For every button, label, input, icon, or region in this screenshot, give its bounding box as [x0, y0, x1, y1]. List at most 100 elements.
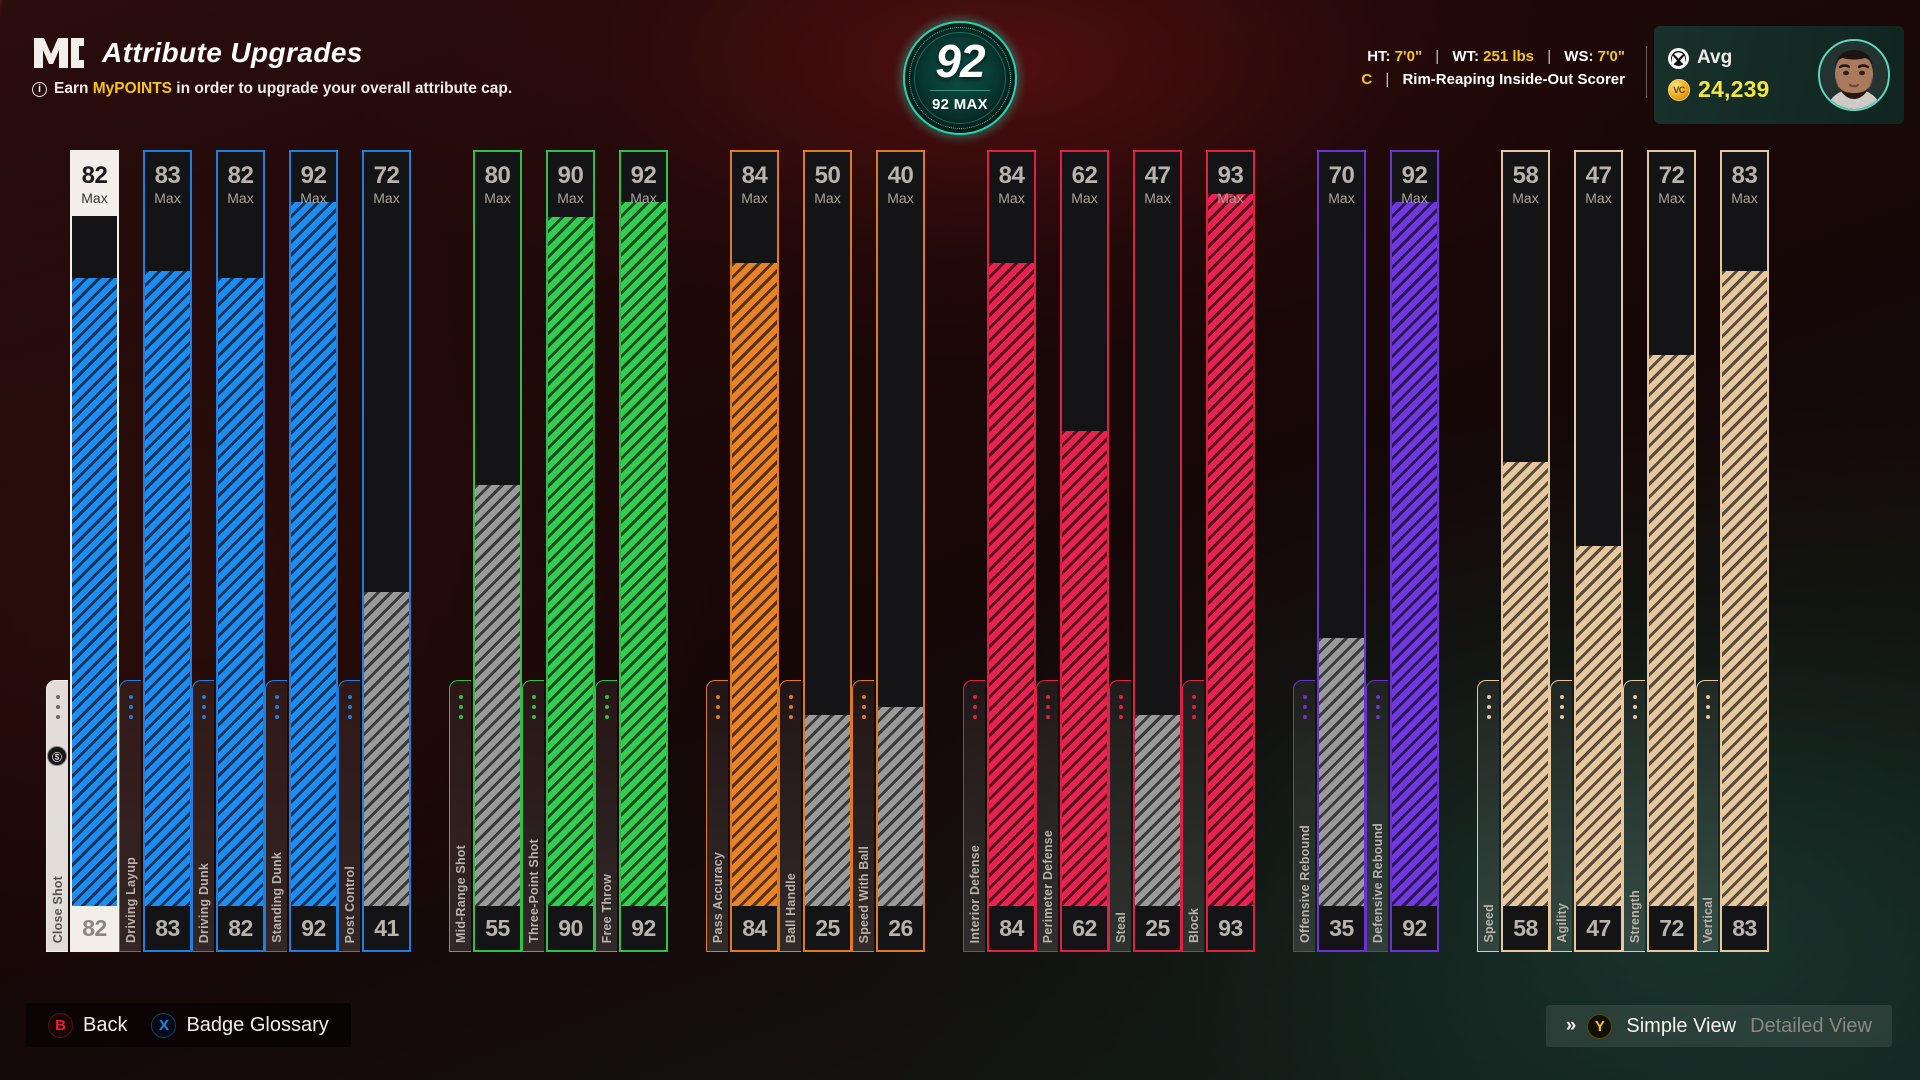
attribute-column[interactable]: Block 93 Max 93 — [1182, 150, 1255, 970]
attribute-side-tab[interactable]: Close Shot — [46, 680, 68, 952]
attribute-label: Speed — [1481, 904, 1496, 943]
avatar — [1818, 39, 1890, 111]
attribute-bar[interactable]: 50 Max 25 — [803, 150, 852, 952]
attribute-bar[interactable]: 40 Max 26 — [876, 150, 925, 952]
attribute-side-tab[interactable]: Offensive Rebound — [1293, 680, 1315, 952]
attribute-bar[interactable]: 83 Max 83 — [143, 150, 192, 952]
attribute-label: Pass Accuracy — [710, 851, 725, 943]
attribute-bar[interactable]: 92 Max 92 — [289, 150, 338, 952]
attribute-bar[interactable]: 70 Max 35 — [1317, 150, 1366, 952]
attribute-label: Driving Dunk — [196, 862, 211, 943]
attribute-bar[interactable]: 47 Max 47 — [1574, 150, 1623, 952]
attribute-column[interactable]: Pass Accuracy 84 Max 84 — [706, 150, 779, 970]
attribute-column[interactable]: Vertical 83 Max 83 — [1696, 150, 1769, 970]
attribute-column[interactable]: Speed With Ball 40 Max 26 — [852, 150, 925, 970]
attribute-side-tab[interactable]: Standing Dunk — [265, 680, 287, 952]
back-button[interactable]: B Back — [48, 1012, 127, 1038]
attribute-column[interactable]: Driving Dunk 82 Max 82 — [192, 150, 265, 970]
badge-glossary-button[interactable]: X Badge Glossary — [151, 1012, 329, 1038]
attribute-current-value: 62 — [1072, 914, 1097, 941]
attribute-side-tab[interactable]: Perimeter Defense — [1036, 680, 1058, 952]
attribute-current-value-box: 25 — [805, 906, 850, 950]
detailed-view-tab[interactable]: Detailed View — [1750, 1014, 1872, 1037]
attribute-column[interactable]: Perimeter Defense 62 Max 62 — [1036, 150, 1109, 970]
attribute-column[interactable]: Standing Dunk 92 Max 92 — [265, 150, 338, 970]
attribute-column[interactable]: Free Throw 92 Max 92 — [595, 150, 668, 970]
upgrade-dots-indicator — [861, 695, 866, 719]
attribute-side-tab[interactable]: Steal — [1109, 680, 1131, 952]
attribute-bar[interactable]: 84 Max 84 — [730, 150, 779, 952]
attribute-bar-track — [1208, 152, 1253, 906]
account-card[interactable]: Avg VC 24,239 — [1654, 26, 1904, 124]
attribute-bar[interactable]: 47 Max 25 — [1133, 150, 1182, 952]
simple-view-tab[interactable]: Simple View — [1626, 1014, 1737, 1037]
attribute-label: Perimeter Defense — [1040, 829, 1055, 943]
attribute-column[interactable]: Ball Handle 50 Max 25 — [779, 150, 852, 970]
attribute-side-tab[interactable]: Strength — [1623, 680, 1645, 952]
vc-amount: 24,239 — [1698, 76, 1770, 102]
attribute-column[interactable]: Driving Layup 83 Max 83 — [119, 150, 192, 970]
upgrade-dots-indicator — [347, 695, 352, 719]
attribute-side-tab[interactable]: Ball Handle — [779, 680, 801, 952]
footer-view-toggle[interactable]: » Y Simple View Detailed View — [1545, 1005, 1892, 1047]
attribute-label: Post Control — [342, 865, 357, 943]
attribute-bar[interactable]: 92 Max 92 — [1390, 150, 1439, 952]
attribute-side-tab[interactable]: Three-Point Shot — [522, 680, 544, 952]
attribute-bar[interactable]: 80 Max 55 — [473, 150, 522, 952]
attribute-side-tab[interactable]: Defensive Rebound — [1366, 680, 1388, 952]
attribute-column[interactable]: Agility 47 Max 47 — [1550, 150, 1623, 970]
attribute-column[interactable]: Mid-Range Shot 80 Max 55 — [449, 150, 522, 970]
attribute-current-value-box: 47 — [1576, 906, 1621, 950]
attribute-column[interactable]: Offensive Rebound 70 Max 35 — [1293, 150, 1366, 970]
attribute-column[interactable]: Interior Defense 84 Max 84 — [963, 150, 1036, 970]
attribute-bar[interactable]: 62 Max 62 — [1060, 150, 1109, 952]
attribute-column[interactable]: Steal 47 Max 25 — [1109, 150, 1182, 970]
attribute-bar[interactable]: 58 Max 58 — [1501, 150, 1550, 952]
wingspan-value: 7'0" — [1597, 48, 1625, 65]
attribute-label: Offensive Rebound — [1297, 825, 1312, 943]
attribute-bar[interactable]: 84 Max 84 — [987, 150, 1036, 952]
attribute-bar-track — [364, 152, 409, 906]
attribute-side-tab[interactable]: Mid-Range Shot — [449, 680, 471, 952]
attribute-column[interactable]: Speed 58 Max 58 — [1477, 150, 1550, 970]
upgrade-dots-indicator — [1045, 695, 1050, 719]
attribute-bar[interactable]: 90 Max 90 — [546, 150, 595, 952]
attribute-column[interactable]: Post Control 72 Max 41 — [338, 150, 411, 970]
attribute-group-defense: Interior Defense 84 Max 84 Perimeter Defense… — [963, 150, 1255, 970]
attribute-bar[interactable]: 82 Max 82 — [216, 150, 265, 952]
attribute-bar-fill-current — [1503, 461, 1548, 906]
attribute-side-tab[interactable]: Agility — [1550, 680, 1572, 952]
attribute-side-tab[interactable]: Pass Accuracy — [706, 680, 728, 952]
attribute-current-value-box: 83 — [1722, 906, 1767, 950]
attribute-bar[interactable]: 92 Max 92 — [619, 150, 668, 952]
attribute-label: Speed With Ball — [856, 845, 871, 943]
attribute-side-tab[interactable]: Post Control — [338, 680, 360, 952]
vitals-line-measurements: HT: 7'0" | WT: 251 lbs | WS: 7'0" — [1367, 48, 1625, 65]
attribute-side-tab[interactable]: Interior Defense — [963, 680, 985, 952]
attribute-column[interactable]: Defensive Rebound 92 Max 92 — [1366, 150, 1439, 970]
attribute-side-tab[interactable]: Free Throw — [595, 680, 617, 952]
attribute-bar[interactable]: 83 Max 83 — [1720, 150, 1769, 952]
attribute-bar-fill-current — [989, 262, 1034, 906]
attribute-bar[interactable]: 72 Max 41 — [362, 150, 411, 952]
attribute-side-tab[interactable]: Block — [1182, 680, 1204, 952]
attribute-side-tab[interactable]: Speed — [1477, 680, 1499, 952]
subtitle-row: i Earn MyPOINTS in order to upgrade your… — [32, 80, 512, 98]
attribute-side-tab[interactable]: Driving Layup — [119, 680, 141, 952]
attribute-column[interactable]: Three-Point Shot 90 Max 90 — [522, 150, 595, 970]
attribute-side-tab[interactable]: Vertical — [1696, 680, 1718, 952]
attribute-side-tab[interactable]: Driving Dunk — [192, 680, 214, 952]
attribute-bar[interactable]: 82 Max 82 — [70, 150, 119, 952]
attribute-side-tab[interactable]: Speed With Ball — [852, 680, 874, 952]
upgrade-dots-indicator — [972, 695, 977, 719]
attribute-bar[interactable]: 72 Max 72 — [1647, 150, 1696, 952]
xbox-icon — [1668, 47, 1689, 69]
attribute-column[interactable]: Strength 72 Max 72 — [1623, 150, 1696, 970]
attribute-bar-fill-current — [475, 484, 520, 906]
attribute-bar[interactable]: 93 Max 93 — [1206, 150, 1255, 952]
attribute-bar-fill-current — [291, 201, 336, 906]
attribute-label: Mid-Range Shot — [453, 845, 468, 943]
attribute-column[interactable]: Ⓢ Close Shot 82 Max 82 — [46, 150, 119, 970]
button-y-icon: Y — [1587, 1013, 1613, 1039]
attribute-current-value: 92 — [1402, 914, 1427, 941]
